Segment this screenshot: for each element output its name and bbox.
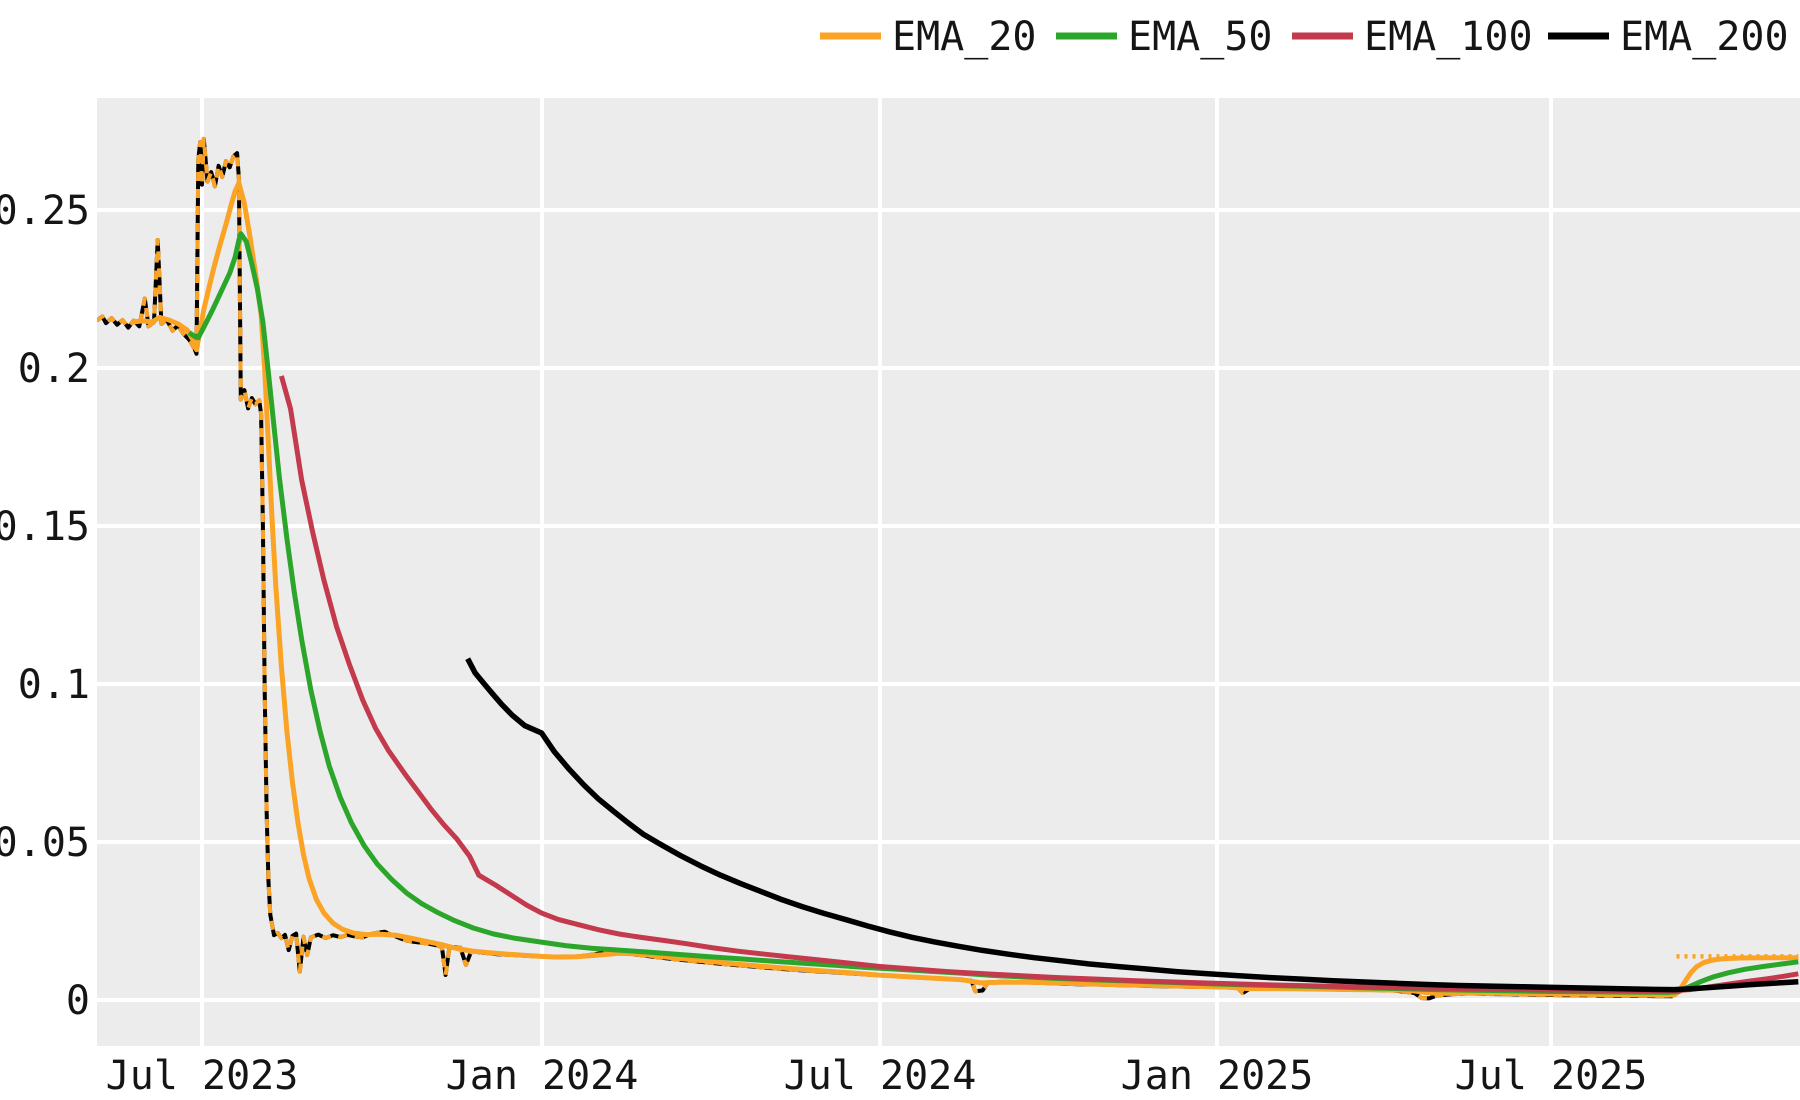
- plot-area: [97, 98, 1800, 1046]
- x-tick-jul-2025: Jul 2025: [1455, 1053, 1648, 1099]
- series-price_up_overlay: [97, 136, 1673, 1001]
- y-axis-labels: 0 0.05 0.1 0.15 0.2 0.25: [0, 188, 90, 1024]
- x-tick-jul-2023: Jul 2023: [106, 1053, 299, 1099]
- x-tick-jul-2024: Jul 2024: [784, 1053, 977, 1099]
- y-tick-01: 0.1: [18, 662, 90, 708]
- legend-label-ema50: EMA_50: [1128, 14, 1273, 60]
- series-ema20: [133, 180, 1799, 998]
- legend-label-ema100: EMA_100: [1364, 14, 1533, 60]
- x-axis-labels: Jul 2023 Jan 2024 Jul 2024 Jan 2025 Jul …: [106, 1053, 1648, 1099]
- gridlines: [97, 98, 1800, 1046]
- y-tick-005: 0.05: [0, 820, 90, 866]
- series-layer: [97, 136, 1799, 1001]
- legend: EMA_20 EMA_50 EMA_100 EMA_200: [820, 14, 1789, 60]
- y-tick-025: 0.25: [0, 188, 90, 234]
- legend-label-ema200: EMA_200: [1620, 14, 1789, 60]
- legend-label-ema20: EMA_20: [892, 14, 1037, 60]
- x-tick-jan-2024: Jan 2024: [446, 1053, 639, 1099]
- series-ema200: [465, 657, 1799, 993]
- y-tick-015: 0.15: [0, 504, 90, 550]
- y-tick-0: 0: [66, 978, 90, 1024]
- y-tick-02: 0.2: [18, 346, 90, 392]
- x-tick-jan-2025: Jan 2025: [1121, 1053, 1314, 1099]
